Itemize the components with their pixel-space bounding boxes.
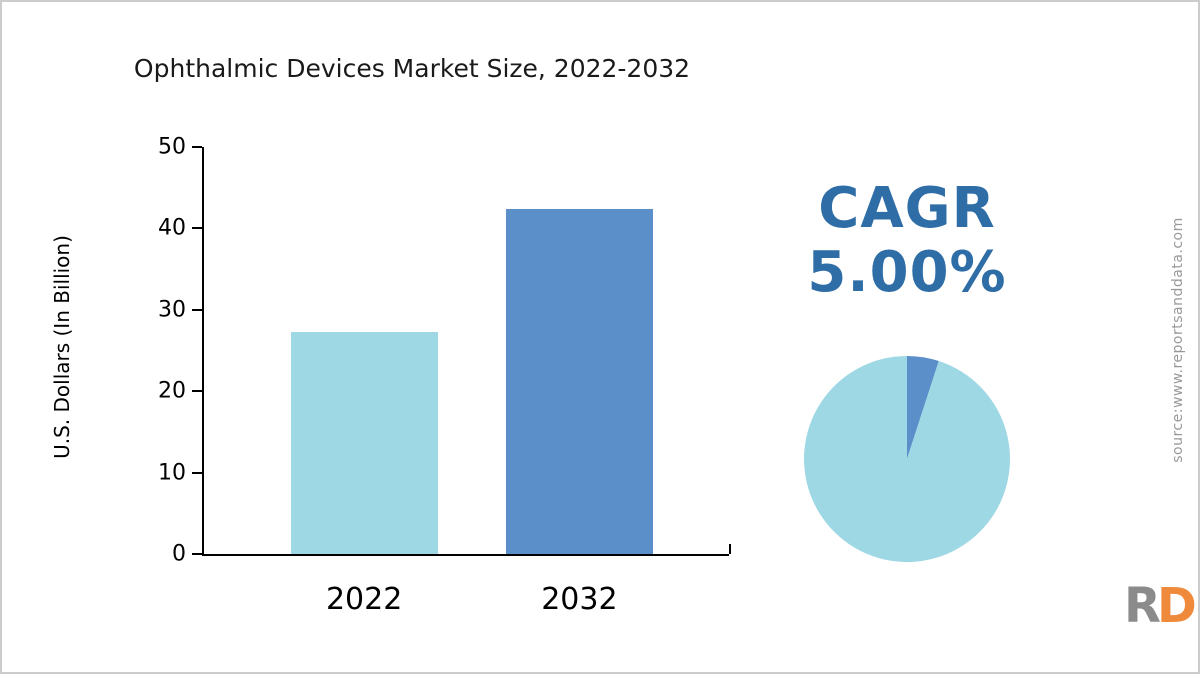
logo-letter-d: D (1156, 578, 1197, 630)
y-tick-label: 0 (172, 541, 186, 567)
y-tick-label: 20 (158, 378, 186, 404)
pie-chart (804, 356, 1011, 562)
source-attribution: source:www.reportsanddata.com (1170, 217, 1186, 463)
y-tick-label: 10 (158, 460, 186, 486)
y-tick-mark (192, 390, 202, 393)
logo-letter-r: R (1124, 578, 1161, 630)
x-tick-label-2022: 2022 (325, 582, 403, 617)
y-tick-mark (192, 553, 202, 555)
y-tick-label: 30 (158, 297, 186, 323)
y-tick-mark (192, 308, 202, 311)
y-tick-mark (192, 471, 202, 474)
pie-slice-remainder (804, 356, 1011, 562)
chart-title: Ophthalmic Devices Market Size, 2022-203… (133, 54, 691, 83)
y-tick-label: 40 (158, 215, 186, 241)
plot-area: 0 10 20 30 40 50 2022 2032 (158, 135, 731, 617)
cagr-block: CAGR 5.00% (777, 176, 1037, 306)
cagr-value: 5.00% (807, 240, 1007, 306)
y-tick-mark (192, 227, 202, 230)
pie-slice-cagr (907, 356, 939, 459)
y-tick-label: 50 (158, 134, 186, 160)
x-axis-end-tick (729, 544, 731, 554)
y-axis-title: U.S. Dollars (In Billion) (50, 235, 74, 459)
reports-and-data-logo: RD (1124, 578, 1198, 630)
x-tick-label-2032: 2032 (541, 582, 618, 617)
pie-wrap (802, 354, 1012, 564)
bar-2022 (290, 331, 438, 554)
y-tick-mark (192, 146, 202, 148)
cagr-label: CAGR (818, 176, 996, 241)
bar-2032 (505, 208, 653, 554)
